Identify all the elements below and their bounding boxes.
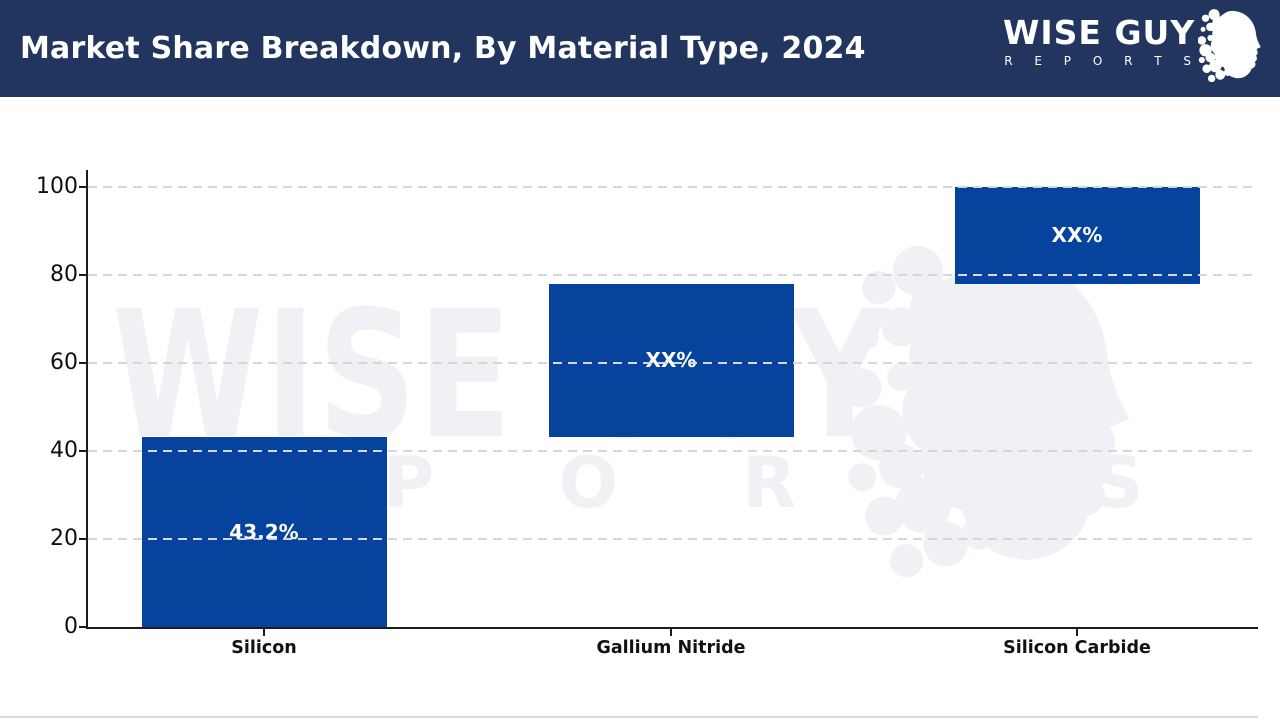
bar-silicon[interactable]: 43.2%: [141, 436, 387, 627]
bottom-divider: [0, 716, 1258, 718]
gridline: [88, 362, 1256, 364]
bar-gallium-nitride[interactable]: XX%: [548, 283, 794, 437]
dotted-head-icon: [1198, 9, 1261, 83]
brand-logo-text: WISE GUY R E P O R T S: [998, 13, 1200, 68]
page-title: Market Share Breakdown, By Material Type…: [20, 31, 866, 66]
gridline: [88, 538, 1256, 540]
x-axis-tick: [670, 629, 672, 636]
y-axis-tick-label: 100: [36, 174, 78, 199]
gridline: [88, 450, 1256, 452]
brand-name: WISE GUY: [1002, 13, 1196, 52]
brand-logo: WISE GUY R E P O R T S: [1003, 0, 1280, 97]
gridline: [88, 274, 1256, 276]
brand-subtitle: R E P O R T S: [1004, 53, 1200, 68]
y-axis-tick: [79, 186, 87, 188]
bar-value-label: 43.2%: [229, 519, 299, 544]
x-axis-label-gallium-nitride: Gallium Nitride: [596, 638, 746, 658]
y-axis-tick: [79, 450, 87, 452]
y-axis-tick: [79, 538, 87, 540]
bar-silicon-carbide[interactable]: XX%: [954, 187, 1200, 284]
bar-value-label: XX%: [1051, 223, 1103, 248]
x-axis-label-silicon-carbide: Silicon Carbide: [1003, 638, 1151, 658]
gridline: [88, 186, 1256, 188]
y-axis-tick-label: 60: [50, 350, 78, 375]
y-axis-tick: [79, 626, 87, 628]
header: Market Share Breakdown, By Material Type…: [0, 0, 1280, 97]
y-axis-line: [86, 170, 88, 629]
x-axis-tick: [1076, 629, 1078, 636]
bar-value-label: XX%: [645, 348, 697, 373]
y-axis-tick-label: 0: [64, 614, 78, 639]
y-axis-tick-label: 80: [50, 262, 78, 287]
y-axis-tick: [79, 362, 87, 364]
x-axis-line: [86, 627, 1258, 629]
y-axis-tick-label: 20: [50, 526, 78, 551]
x-axis-label-silicon: Silicon: [231, 638, 297, 658]
x-axis-tick: [263, 629, 265, 636]
y-axis-tick: [79, 274, 87, 276]
y-axis-tick-label: 40: [50, 438, 78, 463]
watermark-head-icon: [845, 245, 1130, 578]
